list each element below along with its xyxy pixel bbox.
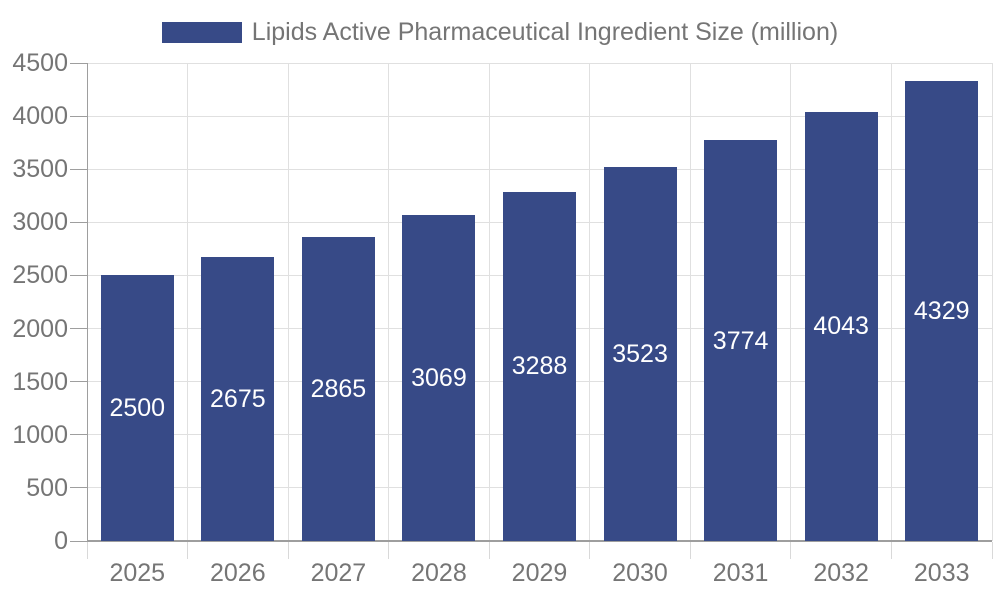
x-axis-tick [488, 542, 490, 559]
gridline-vertical [589, 63, 591, 541]
legend-label: Lipids Active Pharmaceutical Ingredient … [251, 18, 839, 46]
y-tick-label: 2000 [12, 314, 68, 343]
gridline-vertical [890, 63, 892, 541]
gridline-vertical [689, 63, 691, 541]
y-tick-label: 1500 [12, 367, 68, 396]
y-axis-tick [70, 274, 87, 276]
x-axis-line [87, 540, 992, 542]
y-tick-label: 500 [26, 473, 68, 502]
gridline-horizontal [87, 115, 992, 117]
x-axis-tick [589, 542, 591, 559]
y-tick-label: 1000 [12, 420, 68, 449]
gridline-horizontal [87, 62, 992, 64]
gridline-vertical [488, 63, 490, 541]
x-tick-label: 2031 [712, 559, 769, 587]
chart-legend[interactable]: Lipids Active Pharmaceutical Ingredient … [0, 17, 1000, 47]
x-tick-label: 2025 [109, 559, 166, 587]
bar[interactable] [301, 236, 375, 541]
x-axis-tick [388, 542, 390, 559]
x-tick-label: 2033 [913, 559, 970, 587]
y-tick-label: 3000 [12, 208, 68, 237]
bar[interactable] [201, 256, 275, 541]
gridline-vertical [790, 63, 792, 541]
y-axis-tick [70, 434, 87, 436]
y-axis-tick [70, 168, 87, 170]
bar-value-label: 3523 [612, 339, 668, 368]
y-axis-tick [70, 221, 87, 223]
gridline-vertical [187, 63, 189, 541]
bar[interactable] [704, 140, 778, 541]
x-tick-label: 2028 [411, 559, 467, 587]
bar[interactable] [905, 81, 979, 541]
bar-value-label: 2865 [310, 374, 367, 403]
x-tick-label: 2032 [813, 559, 869, 587]
y-tick-label: 2500 [12, 261, 68, 290]
bar-value-label: 2675 [210, 384, 266, 413]
x-axis-tick [991, 542, 993, 559]
x-axis-tick [689, 542, 691, 559]
x-axis-tick [86, 542, 88, 559]
y-axis-tick [70, 328, 87, 330]
y-tick-label: 3500 [12, 155, 68, 184]
x-axis-tick [890, 542, 892, 559]
x-axis-tick [790, 542, 792, 559]
bar[interactable] [100, 275, 174, 541]
x-tick-label: 2027 [310, 559, 367, 587]
bar[interactable] [402, 215, 476, 541]
gridline-horizontal [87, 168, 992, 170]
x-axis-tick [287, 542, 289, 559]
bar-value-label: 3069 [411, 364, 467, 392]
y-axis-tick [70, 381, 87, 383]
bar[interactable] [603, 166, 677, 541]
bar-value-label: 3288 [511, 352, 568, 381]
x-tick-label: 2030 [612, 559, 668, 587]
bar-value-label: 2500 [109, 394, 166, 423]
x-tick-label: 2029 [511, 559, 568, 587]
gridline-vertical [991, 63, 993, 541]
x-axis-tick [187, 542, 189, 559]
bar-value-label: 4329 [913, 297, 970, 326]
x-tick-label: 2026 [210, 559, 266, 587]
y-axis-tick [70, 115, 87, 117]
y-axis-tick [70, 487, 87, 489]
y-axis-tick [70, 540, 87, 542]
y-tick-label: 4500 [12, 49, 68, 77]
legend-swatch-icon [161, 21, 242, 43]
y-tick-label: 0 [54, 527, 68, 555]
bar-value-label: 4043 [813, 312, 869, 341]
bar-value-label: 3774 [712, 326, 769, 355]
y-tick-label: 4000 [12, 102, 68, 131]
y-axis-line [87, 63, 88, 541]
bar[interactable] [503, 191, 576, 541]
gridline-vertical [388, 63, 390, 541]
y-axis-tick [70, 62, 87, 64]
gridline-vertical [287, 63, 289, 541]
bar[interactable] [804, 111, 878, 541]
